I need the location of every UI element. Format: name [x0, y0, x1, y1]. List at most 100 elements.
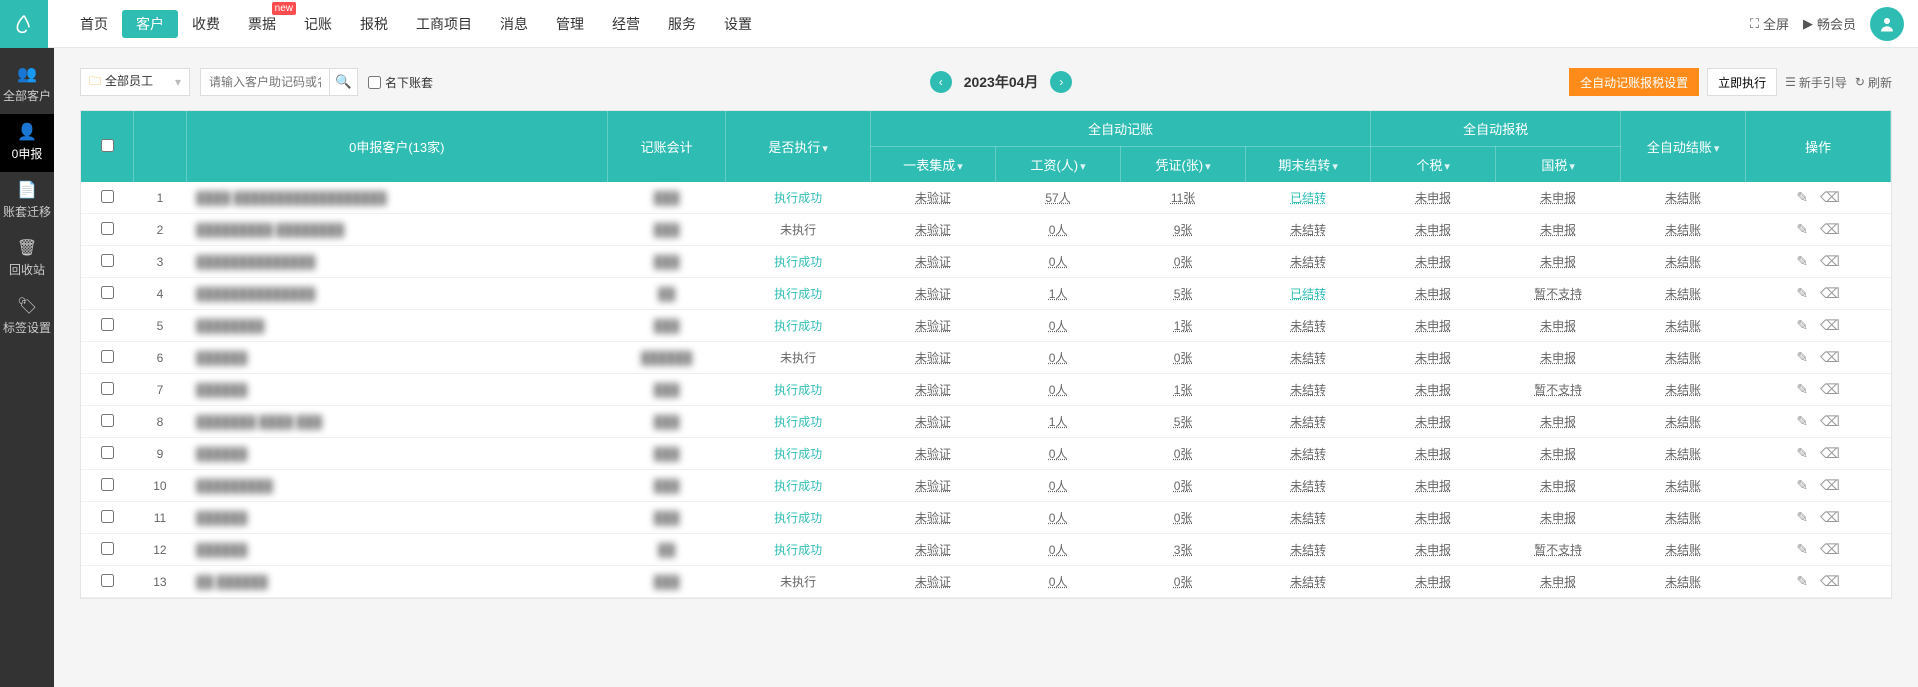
- delete-icon[interactable]: ⌫: [1820, 477, 1840, 493]
- row-yibiao[interactable]: 未验证: [871, 246, 996, 278]
- row-guoshui[interactable]: 暂不支持: [1496, 534, 1621, 566]
- row-geshui[interactable]: 未申报: [1371, 566, 1496, 598]
- row-qimo[interactable]: 未结转: [1246, 246, 1371, 278]
- row-geshui[interactable]: 未申报: [1371, 406, 1496, 438]
- select-all-checkbox[interactable]: [101, 139, 114, 152]
- row-gongzi[interactable]: 0人: [996, 310, 1121, 342]
- row-gongzi[interactable]: 0人: [996, 470, 1121, 502]
- row-geshui[interactable]: 未申报: [1371, 342, 1496, 374]
- member-button[interactable]: ▶ 畅会员: [1803, 14, 1856, 33]
- delete-icon[interactable]: ⌫: [1820, 509, 1840, 525]
- row-checkbox[interactable]: [101, 510, 114, 523]
- row-pingzheng[interactable]: 0张: [1121, 438, 1246, 470]
- delete-icon[interactable]: ⌫: [1820, 445, 1840, 461]
- row-checkbox[interactable]: [101, 478, 114, 491]
- row-qimo[interactable]: 未结转: [1246, 566, 1371, 598]
- edit-icon[interactable]: ✎: [1796, 509, 1808, 525]
- row-jiezhang[interactable]: 未结账: [1621, 566, 1746, 598]
- sidebar-item-0[interactable]: 👥全部客户: [0, 56, 54, 114]
- row-geshui[interactable]: 未申报: [1371, 278, 1496, 310]
- row-guoshui[interactable]: 暂不支持: [1496, 374, 1621, 406]
- row-yibiao[interactable]: 未验证: [871, 214, 996, 246]
- sidebar-item-4[interactable]: 🏷标签设置: [0, 288, 54, 346]
- edit-icon[interactable]: ✎: [1796, 541, 1808, 557]
- logo[interactable]: [0, 0, 48, 48]
- row-qimo[interactable]: 未结转: [1246, 534, 1371, 566]
- prev-month-button[interactable]: ‹: [930, 71, 952, 93]
- row-jiezhang[interactable]: 未结账: [1621, 342, 1746, 374]
- header-pingzheng[interactable]: 凭证(张)▾: [1121, 147, 1246, 183]
- row-gongzi[interactable]: 57人: [996, 182, 1121, 214]
- nav-item-6[interactable]: 工商项目: [402, 10, 486, 38]
- header-exec[interactable]: 是否执行▾: [726, 111, 871, 182]
- row-geshui[interactable]: 未申报: [1371, 214, 1496, 246]
- row-name[interactable]: ██████████████: [186, 278, 607, 310]
- sidebar-item-1[interactable]: 👤0申报: [0, 114, 54, 172]
- row-checkbox[interactable]: [101, 574, 114, 587]
- row-jiezhang[interactable]: 未结账: [1621, 182, 1746, 214]
- row-yibiao[interactable]: 未验证: [871, 438, 996, 470]
- row-yibiao[interactable]: 未验证: [871, 470, 996, 502]
- edit-icon[interactable]: ✎: [1796, 477, 1808, 493]
- row-jiezhang[interactable]: 未结账: [1621, 534, 1746, 566]
- nav-item-9[interactable]: 经营: [598, 10, 654, 38]
- row-yibiao[interactable]: 未验证: [871, 406, 996, 438]
- row-checkbox[interactable]: [101, 222, 114, 235]
- nav-item-3[interactable]: 票据new: [234, 10, 290, 38]
- row-yibiao[interactable]: 未验证: [871, 502, 996, 534]
- row-qimo[interactable]: 已结转: [1246, 278, 1371, 310]
- row-qimo[interactable]: 未结转: [1246, 438, 1371, 470]
- row-pingzheng[interactable]: 5张: [1121, 278, 1246, 310]
- delete-icon[interactable]: ⌫: [1820, 349, 1840, 365]
- row-qimo[interactable]: 已结转: [1246, 182, 1371, 214]
- employee-select[interactable]: 🗀全部员工 ▾: [80, 68, 190, 96]
- nav-item-10[interactable]: 服务: [654, 10, 710, 38]
- row-guoshui[interactable]: 未申报: [1496, 566, 1621, 598]
- row-guoshui[interactable]: 暂不支持: [1496, 278, 1621, 310]
- row-guoshui[interactable]: 未申报: [1496, 470, 1621, 502]
- delete-icon[interactable]: ⌫: [1820, 413, 1840, 429]
- row-name[interactable]: ████████: [186, 310, 607, 342]
- row-gongzi[interactable]: 0人: [996, 342, 1121, 374]
- nav-item-8[interactable]: 管理: [542, 10, 598, 38]
- row-checkbox[interactable]: [101, 190, 114, 203]
- row-guoshui[interactable]: 未申报: [1496, 246, 1621, 278]
- row-jiezhang[interactable]: 未结账: [1621, 278, 1746, 310]
- row-name[interactable]: ██████: [186, 534, 607, 566]
- edit-icon[interactable]: ✎: [1796, 221, 1808, 237]
- header-jiezhang[interactable]: 全自动结账▾: [1621, 111, 1746, 182]
- row-pingzheng[interactable]: 0张: [1121, 470, 1246, 502]
- row-checkbox[interactable]: [101, 446, 114, 459]
- row-jiezhang[interactable]: 未结账: [1621, 310, 1746, 342]
- under-name-checkbox[interactable]: [368, 76, 381, 89]
- edit-icon[interactable]: ✎: [1796, 253, 1808, 269]
- row-gongzi[interactable]: 0人: [996, 534, 1121, 566]
- row-gongzi[interactable]: 0人: [996, 502, 1121, 534]
- edit-icon[interactable]: ✎: [1796, 445, 1808, 461]
- row-name[interactable]: ██████: [186, 502, 607, 534]
- edit-icon[interactable]: ✎: [1796, 381, 1808, 397]
- row-pingzheng[interactable]: 1张: [1121, 374, 1246, 406]
- row-checkbox[interactable]: [101, 542, 114, 555]
- row-pingzheng[interactable]: 9张: [1121, 214, 1246, 246]
- row-gongzi[interactable]: 0人: [996, 374, 1121, 406]
- sidebar-item-3[interactable]: 🗑回收站: [0, 230, 54, 288]
- row-name[interactable]: ██ ██████: [186, 566, 607, 598]
- row-guoshui[interactable]: 未申报: [1496, 438, 1621, 470]
- row-jiezhang[interactable]: 未结账: [1621, 438, 1746, 470]
- row-geshui[interactable]: 未申报: [1371, 470, 1496, 502]
- edit-icon[interactable]: ✎: [1796, 317, 1808, 333]
- row-pingzheng[interactable]: 1张: [1121, 310, 1246, 342]
- under-name-checkbox-wrap[interactable]: 名下账套: [368, 74, 433, 91]
- nav-item-4[interactable]: 记账: [290, 10, 346, 38]
- row-yibiao[interactable]: 未验证: [871, 310, 996, 342]
- row-geshui[interactable]: 未申报: [1371, 438, 1496, 470]
- row-qimo[interactable]: 未结转: [1246, 310, 1371, 342]
- row-jiezhang[interactable]: 未结账: [1621, 470, 1746, 502]
- row-name[interactable]: ██████: [186, 342, 607, 374]
- header-geshui[interactable]: 个税▾: [1371, 147, 1496, 183]
- row-qimo[interactable]: 未结转: [1246, 342, 1371, 374]
- row-jiezhang[interactable]: 未结账: [1621, 246, 1746, 278]
- row-gongzi[interactable]: 0人: [996, 246, 1121, 278]
- delete-icon[interactable]: ⌫: [1820, 221, 1840, 237]
